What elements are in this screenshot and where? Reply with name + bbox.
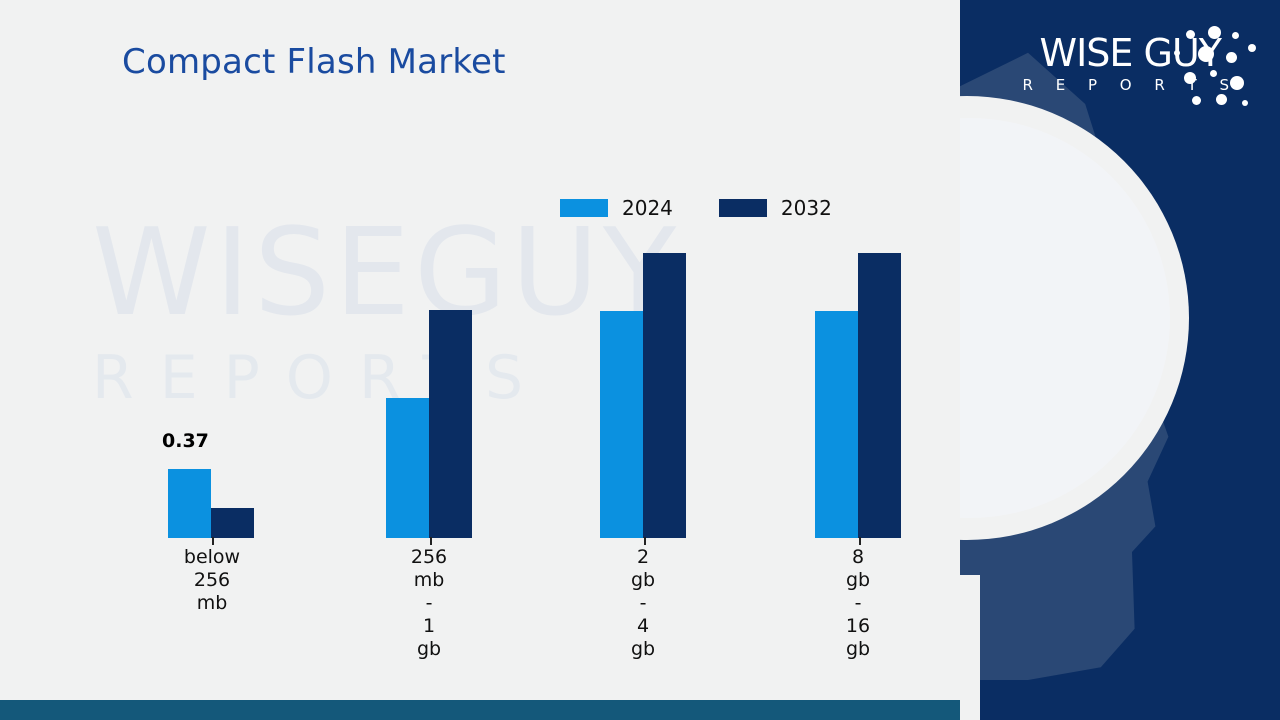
category-label-line: 4 xyxy=(636,615,650,637)
category-label-line: below xyxy=(183,546,241,568)
legend-item-2024[interactable]: 2024 xyxy=(560,196,673,220)
category-label-line: gb xyxy=(845,569,871,591)
category-label-0: below 256 mb xyxy=(152,546,272,615)
category-label-line: 8 xyxy=(851,546,865,568)
bar-2024-group-3[interactable] xyxy=(815,311,858,538)
bar-2032-group-1[interactable] xyxy=(429,310,472,538)
category-label-line: 16 xyxy=(845,615,871,637)
x-axis-tick-0 xyxy=(212,537,214,545)
bar-2032-group-0[interactable] xyxy=(211,508,254,538)
bar-2024-group-0[interactable] xyxy=(168,469,211,538)
logo-sub-text: R E P O R T S xyxy=(1022,76,1238,94)
legend-swatch-2032 xyxy=(718,199,767,217)
legend-label-2024: 2024 xyxy=(622,196,673,220)
wiseguy-reports-logo: WISE GUY R E P O R T S xyxy=(1022,26,1256,106)
logo-dot-pattern-icon xyxy=(1156,26,1266,136)
page-title: Compact Flash Market xyxy=(122,42,506,82)
x-axis-line xyxy=(96,538,914,540)
bottom-accent-bar xyxy=(0,700,960,720)
x-axis-tick-2 xyxy=(644,537,646,545)
category-label-line: gb xyxy=(630,638,656,660)
category-label-line: 2 xyxy=(636,546,650,568)
category-label-line: 256 xyxy=(193,569,231,591)
category-label-line: - xyxy=(854,592,862,614)
legend-swatch-2024 xyxy=(560,199,608,217)
logo-main-text: WISE GUY xyxy=(1039,31,1222,75)
chart-legend: 2024 2032 xyxy=(560,196,832,220)
category-label-line: 256 xyxy=(410,546,448,568)
category-label-line: gb xyxy=(630,569,656,591)
x-axis-category-labels: below 256 mb 256 mb -1 gb 2 gb -4 gb 8 gb -16 gb xyxy=(0,546,960,686)
category-label-1: 256 mb -1 gb xyxy=(369,546,489,661)
bar-value-label: 0.37 xyxy=(162,430,209,452)
category-label-2: 2 gb -4 gb xyxy=(583,546,703,661)
category-label-line: mb xyxy=(196,592,228,614)
bar-2024-group-1[interactable] xyxy=(386,398,429,538)
category-label-line: gb xyxy=(845,638,871,660)
legend-label-2032: 2032 xyxy=(780,196,832,220)
x-axis-tick-1 xyxy=(430,537,432,545)
category-label-line: mb xyxy=(413,569,445,591)
legend-item-2032[interactable]: 2032 xyxy=(718,196,832,220)
category-label-line: gb xyxy=(416,638,442,660)
category-label-line: 1 xyxy=(422,615,436,637)
x-axis-tick-3 xyxy=(859,537,861,545)
chart-bars: 0.37 xyxy=(162,253,901,545)
panel-bottom-cut xyxy=(960,575,980,720)
bar-2024-group-2[interactable] xyxy=(600,311,643,538)
decorative-right-panel xyxy=(960,0,1280,720)
bar-2032-group-2[interactable] xyxy=(643,253,686,538)
category-label-line: - xyxy=(425,592,433,614)
bar-2032-group-3[interactable] xyxy=(858,253,901,538)
category-label-line: - xyxy=(639,592,647,614)
category-label-3: 8 gb -16 gb xyxy=(798,546,918,661)
